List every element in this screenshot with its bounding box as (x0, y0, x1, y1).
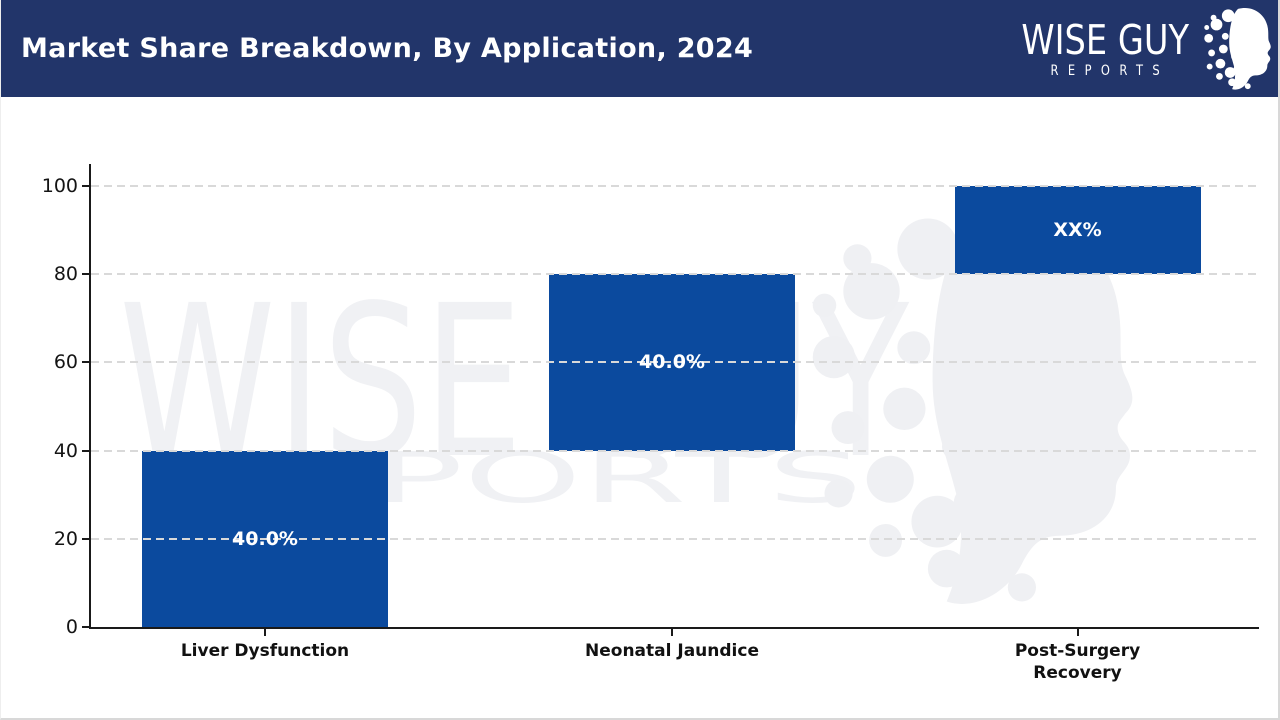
bar-value-label-neonatal-jaundice: 40.0% (639, 351, 705, 374)
x-tick-label-neonatal-jaundice: Neonatal Jaundice (585, 641, 759, 661)
y-tick-mark-0 (82, 626, 89, 628)
page-title: Market Share Breakdown, By Application, … (21, 32, 754, 64)
y-tick-mark-80 (82, 273, 89, 276)
x-tick-mark-post-surgery-recovery (1076, 629, 1079, 636)
y-tick-mark-40 (82, 449, 89, 452)
y-tick-label-100: 100 (41, 175, 78, 197)
header-banner: Market Share Breakdown, By Application, … (1, 0, 1278, 97)
bar-value-label-post-surgery-recovery: XX% (1053, 219, 1102, 242)
gridline-y-80 (91, 273, 1257, 276)
x-tick-label-post-surgery-recovery: Post-Surgery Recovery (1014, 641, 1141, 683)
x-axis-line (89, 627, 1259, 629)
bar-value-label-liver-dysfunction: 40.0% (232, 527, 298, 550)
brand-logo: WISE GUY REPORTS (1003, 4, 1275, 94)
x-tick-mark-neonatal-jaundice (671, 629, 673, 636)
y-tick-mark-60 (82, 361, 89, 364)
brand-logo-text: WISE GUY REPORTS (1003, 16, 1207, 79)
y-tick-label-40: 40 (53, 439, 78, 462)
brand-face-icon (1204, 7, 1271, 90)
y-axis-line (89, 164, 91, 629)
y-tick-mark-20 (82, 537, 89, 540)
market-share-bar-chart: WISE GUY REPORTS 40.0% 40.0% XX% 0 20 40 60 80 1… (1, 97, 1278, 718)
x-tick-label-liver-dysfunction: Liver Dysfunction (180, 641, 350, 661)
y-tick-label-20: 20 (53, 527, 78, 550)
y-tick-label-80: 80 (53, 263, 78, 286)
gridline-y-20 (91, 537, 1257, 540)
x-tick-mark-liver-dysfunction (264, 629, 266, 636)
y-tick-label-60: 60 (53, 351, 78, 374)
gridline-y-100 (91, 185, 1257, 187)
y-tick-label-0: 0 (65, 616, 78, 638)
brand-subtitle: REPORTS (1050, 63, 1169, 79)
gridline-y-40 (91, 449, 1257, 452)
gridline-y-60 (91, 361, 1257, 364)
brand-name: WISE GUY (1020, 16, 1189, 64)
y-tick-mark-100 (82, 185, 89, 187)
